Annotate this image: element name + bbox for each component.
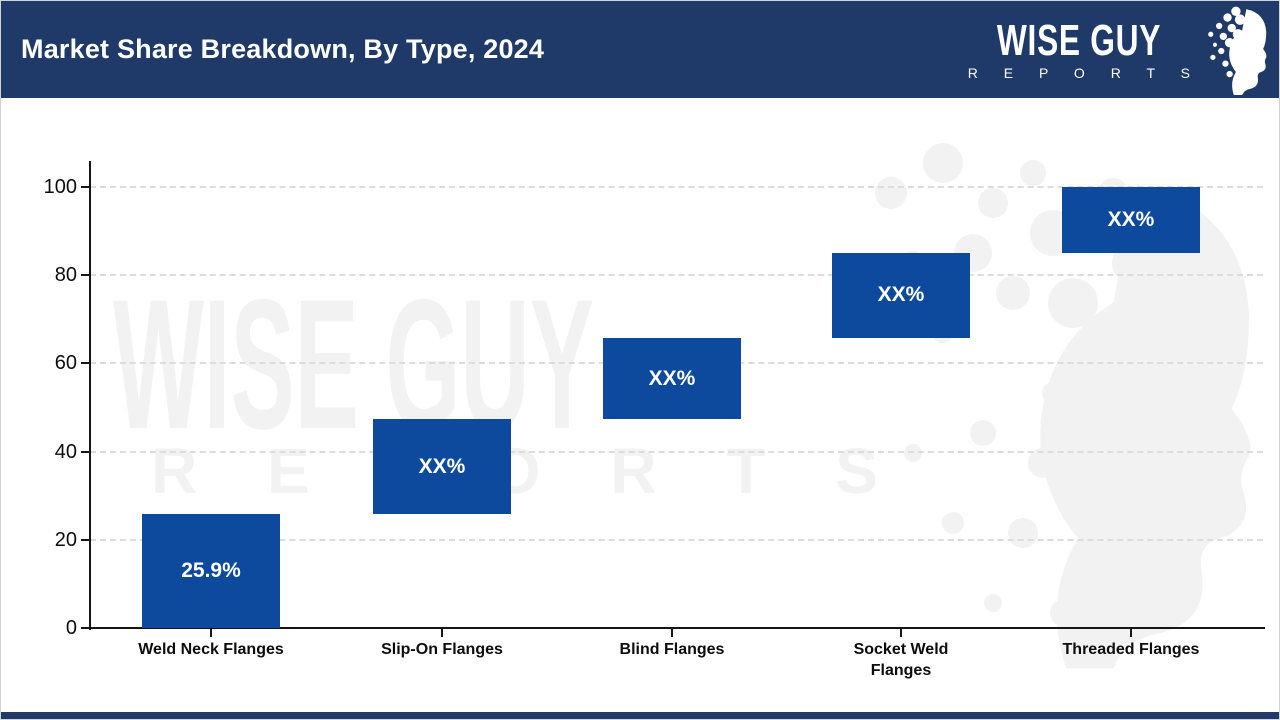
y-tick-mark-40 [81,450,89,453]
bar-weld-neck-flanges: 25.9% [142,513,280,628]
y-tick-mark-20 [81,538,89,541]
watermark-wordmark: WISE GUY [113,262,595,468]
y-tick-label-80: 80 [54,264,77,287]
brand-wordmark: WISE GUY R E P O R T S [957,15,1201,81]
brand-subname: R E P O R T S [967,64,1201,81]
x-category-label-2: Blind Flanges [619,641,725,658]
footer-bar [1,712,1279,719]
y-tick-label-20: 20 [54,528,77,551]
y-tick-label-0: 0 [65,617,77,639]
y-tick-mark-80 [81,274,89,277]
x-tick-mark-3 [900,628,902,637]
y-tick-label-100: 100 [43,176,77,198]
bar-value-label: XX% [648,366,696,390]
brand-head-icon [1208,6,1267,95]
x-category-label-4: Threaded Flanges [1062,641,1200,658]
header-bar: Market Share Breakdown, By Type, 2024 WI… [1,1,1279,98]
x-tick-mark-1 [441,628,443,637]
gridline-20 [90,538,1263,541]
bar-value-label: 25.9% [181,558,241,582]
gridline-80 [90,274,1263,277]
gridline-40 [90,450,1263,453]
watermark-reports: R E P O R T S [151,435,904,507]
brand-logo: WISE GUY R E P O R T S [957,5,1279,95]
watermark-head-dots [875,143,1251,669]
bar-threaded-flanges: XX% [1062,187,1200,254]
x-tick-mark-2 [671,628,673,637]
bar-socket-weld-flanges: XX% [832,253,970,338]
y-tick-label-40: 40 [54,440,77,463]
y-tick-mark-60 [81,362,89,365]
bar-blind-flanges: XX% [603,337,741,420]
x-axis-line [89,627,1265,629]
x-category-label-3: Socket Weld Flanges [853,641,949,679]
y-tick-mark-100 [81,186,89,188]
y-tick-mark-0 [81,627,89,629]
x-tick-mark-4 [1130,628,1132,637]
brand-name: WISE GUY [996,15,1161,65]
bar-value-label: XX% [877,283,925,307]
y-axis-line [89,161,91,630]
chart-title: Market Share Breakdown, By Type, 2024 [21,34,545,64]
x-category-label-1: Slip-On Flanges [381,641,503,658]
x-category-label-0: Weld Neck Flanges [138,641,284,658]
gridline-100 [90,186,1263,188]
bar-value-label: XX% [418,454,466,478]
x-tick-mark-0 [210,628,212,637]
y-tick-label-60: 60 [54,352,77,375]
bar-slip-on-flanges: XX% [373,419,511,514]
bar-value-label: XX% [1107,208,1155,232]
